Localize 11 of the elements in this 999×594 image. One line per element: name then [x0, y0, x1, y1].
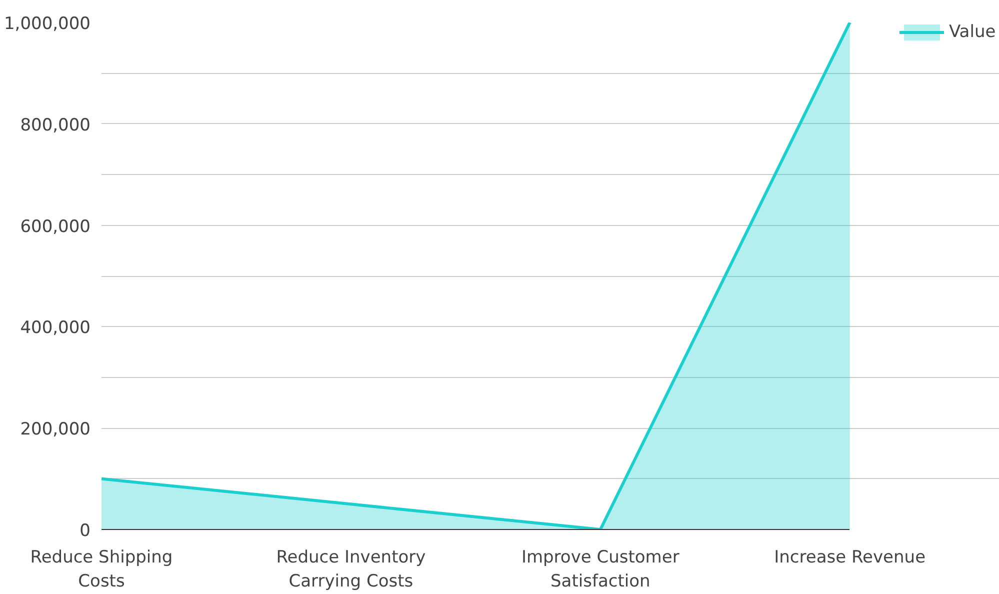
y-tick-label: 400,000 [20, 318, 91, 338]
legend-label: Value [949, 22, 997, 42]
y-tick-label: 600,000 [20, 216, 91, 237]
y-tick-label: 200,000 [20, 420, 91, 440]
x-tick-label: Reduce Inventory Carrying Costs [276, 548, 426, 592]
x-tick-label: Reduce Shipping Costs [30, 548, 173, 592]
x-tick-label: Increase Revenue [774, 548, 926, 568]
y-tick-label: 1,000,000 [4, 14, 91, 34]
y-tick-label: 0 [80, 521, 91, 541]
y-tick-label: 800,000 [20, 115, 91, 136]
x-tick-label: Improve Customer Satisfaction [521, 548, 680, 592]
